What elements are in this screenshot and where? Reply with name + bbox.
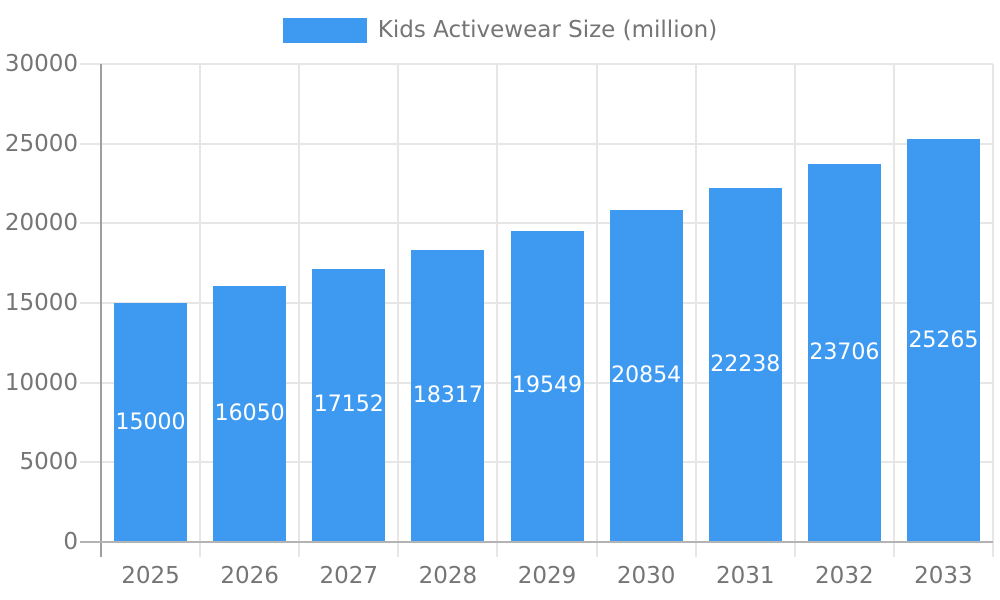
x-axis-line [80, 541, 993, 543]
gridline-vertical [298, 64, 301, 557]
bar-2029[interactable] [510, 230, 584, 542]
x-axis-tick-label: 2033 [914, 563, 973, 589]
gridline-vertical [496, 64, 499, 557]
gridline-vertical [595, 64, 598, 557]
bar-2030[interactable] [609, 209, 683, 542]
x-axis-tick-label: 2031 [715, 563, 775, 589]
x-axis-tick-label: 2025 [121, 563, 180, 589]
y-axis-tick-label: 30000 [4, 51, 78, 77]
bar-value-label: 16050 [214, 401, 285, 427]
bar-value-label: 17152 [313, 392, 384, 418]
legend[interactable]: Kids Activewear Size (million) [0, 14, 1000, 46]
bar-2033[interactable] [906, 139, 980, 542]
bar-2025[interactable] [114, 303, 188, 542]
y-axis-tick-label: 5000 [19, 449, 78, 476]
y-axis-tick-label: 15000 [4, 290, 78, 316]
x-axis-tick-label: 2028 [418, 563, 478, 589]
bar-2027[interactable] [312, 268, 386, 542]
gridline-vertical [992, 64, 994, 557]
x-axis-tick-label: 2030 [616, 563, 676, 589]
gridline-horizontal [80, 142, 993, 145]
bar-value-label: 20854 [611, 362, 682, 388]
legend-swatch [282, 17, 367, 43]
bar-value-label: 19549 [512, 373, 582, 399]
x-axis-tick-label: 2026 [220, 563, 279, 589]
x-axis-tick-label: 2027 [319, 563, 379, 589]
bar-2028[interactable] [411, 250, 485, 542]
x-axis-tick-label: 2032 [815, 563, 874, 589]
bar-2026[interactable] [213, 286, 287, 542]
gridline-vertical [793, 64, 796, 557]
bar-value-label: 22238 [710, 351, 781, 377]
bar-value-label: 25265 [908, 327, 979, 353]
y-axis-line [100, 64, 102, 557]
bar-2032[interactable] [807, 164, 881, 542]
y-axis-tick-label: 0 [63, 529, 78, 555]
gridline-vertical [892, 64, 895, 557]
y-axis-tick-label: 10000 [4, 369, 78, 396]
bar-value-label: 15000 [115, 409, 186, 435]
bar-value-label: 23706 [809, 340, 880, 366]
gridline-horizontal [80, 222, 993, 225]
x-axis-tick-label: 2029 [517, 563, 577, 589]
y-axis-tick-label: 20000 [4, 210, 78, 237]
gridline-vertical [199, 64, 202, 557]
legend-series-label: Kids Activewear Size (million) [377, 17, 718, 43]
gridline-horizontal [80, 63, 993, 65]
bar-value-label: 18317 [412, 383, 483, 409]
gridline-vertical [694, 64, 697, 557]
y-axis-tick-label: 25000 [4, 130, 78, 157]
gridline-vertical [397, 64, 400, 557]
bar-2031[interactable] [708, 187, 782, 542]
